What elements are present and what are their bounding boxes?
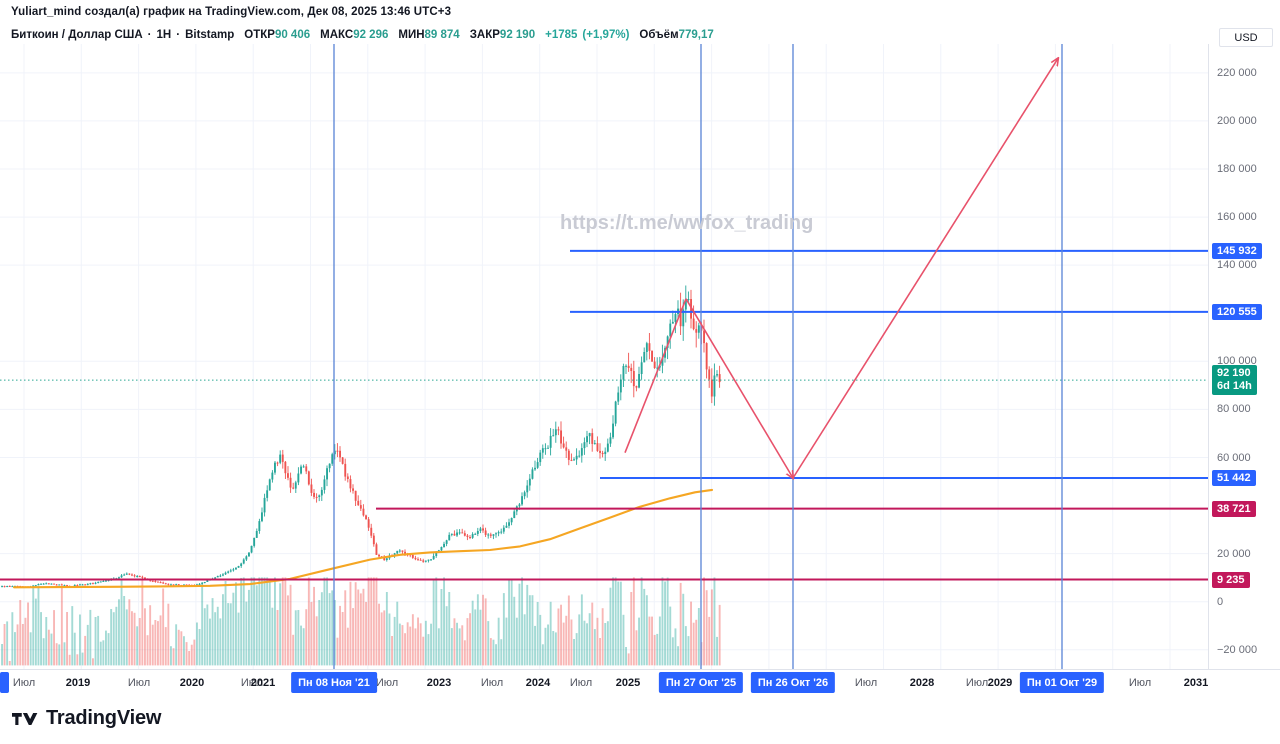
time-tick-Июл: Июл — [1128, 677, 1152, 689]
legend-high-label: МАКС — [320, 29, 354, 41]
price-tick-80000: 80 000 — [1217, 403, 1251, 416]
price-badge-value: 9 235 — [1217, 573, 1245, 586]
time-tick-Июл: Июл — [375, 677, 399, 689]
time-tick-2021: 2021 — [250, 677, 276, 689]
legend-change-pct: (+1,97%) — [582, 29, 630, 41]
price-badge-level-38721[interactable]: 38 721 — [1212, 500, 1256, 517]
date-marker-2026[interactable]: Пн 26 Окт '26 — [750, 672, 836, 693]
price-badge-countdown: 6d 14h — [1217, 380, 1252, 393]
legend-close-value: 92 190 — [499, 29, 536, 41]
price-badge-level-120555[interactable]: 120 555 — [1212, 303, 1262, 320]
currency-label[interactable]: USD — [1219, 28, 1273, 47]
projection-segment-rise — [624, 298, 687, 453]
tradingview-logo[interactable]: TradingView — [12, 707, 161, 730]
legend-low-value: 89 874 — [424, 29, 460, 41]
legend-change-abs: +1785 — [545, 29, 578, 41]
attribution-text: Yuliart_mind создал(а) график на Trading… — [11, 6, 452, 18]
price-tick-140000: 140 000 — [1217, 259, 1257, 272]
chart-legend: Биткоин / Доллар США · 1Н · Bitstamp ОТК… — [11, 29, 714, 41]
price-badge-value: 92 190 — [1217, 367, 1251, 380]
time-tick-2028: 2028 — [909, 677, 935, 689]
date-marker-2025[interactable]: Пн 27 Окт '25 — [658, 672, 744, 693]
price-badge-value: 51 442 — [1217, 472, 1251, 484]
price-tick-60000: 60 000 — [1217, 451, 1251, 464]
channel-watermark: https://t.me/wwfox_trading — [560, 212, 814, 234]
time-tick-Июл: Июл — [569, 677, 593, 689]
price-badge-last-price[interactable]: 92 190 6d 14h — [1212, 365, 1257, 396]
price-tick-0: 0 — [1217, 595, 1224, 608]
legend-open-label: ОТКР — [244, 29, 275, 41]
time-tick-Июл: Июл — [480, 677, 504, 689]
time-tick-Июл: Июл — [854, 677, 878, 689]
legend-low-label: МИН — [398, 29, 425, 41]
tradingview-wordmark: TradingView — [46, 707, 162, 729]
price-tick-160000: 160 000 — [1217, 211, 1257, 224]
price-badge-level-145932[interactable]: 145 932 — [1212, 242, 1262, 259]
legend-close-label: ЗАКР — [469, 29, 500, 41]
legend-symbol[interactable]: Биткоин / Доллар США — [11, 29, 143, 41]
price-tick-200000: 200 000 — [1217, 114, 1257, 127]
projection-segment-drop — [685, 298, 793, 478]
time-tick-Июл: Июл — [127, 677, 151, 689]
legend-high-value: 92 296 — [353, 29, 389, 41]
time-tick-2029: 2029 — [987, 677, 1013, 689]
time-tick-2020: 2020 — [179, 677, 205, 689]
legend-dot-1: · — [147, 29, 152, 41]
volume-series — [1, 577, 721, 666]
time-tick-2024: 2024 — [525, 677, 551, 689]
price-tick-180000: 180 000 — [1217, 163, 1257, 175]
candlestick-series — [1, 285, 721, 588]
time-axis[interactable]: Июл 2019 Июл 2020 Июл 2021 Июл 2023 Июл 2024 Июл 20… — [0, 669, 1280, 698]
time-tick-Июл: Июл — [965, 677, 989, 689]
price-badge-value: 120 555 — [1217, 305, 1257, 318]
time-axis-left-marker — [0, 672, 9, 693]
price-badge-value: 145 932 — [1217, 244, 1257, 257]
chart-canvas — [0, 44, 1208, 669]
footer-bar: TradingView — [0, 698, 1280, 744]
legend-dot-2: · — [176, 29, 181, 41]
date-marker-2021[interactable]: Пн 08 Ноя '21 — [291, 672, 377, 693]
price-tick--20000: −20 000 — [1217, 643, 1258, 656]
time-tick-Июл: Июл — [12, 677, 36, 689]
moving-average-line — [12, 488, 714, 589]
price-badge-level-9235[interactable]: 9 235 — [1212, 571, 1250, 588]
legend-volume-label: Объём — [639, 29, 679, 41]
price-badge-value: 38 721 — [1217, 502, 1251, 515]
time-tick-Июл: Июл — [240, 677, 264, 689]
time-tick-2031: 2031 — [1183, 677, 1209, 689]
time-tick-2023: 2023 — [426, 677, 452, 689]
time-tick-2025: 2025 — [615, 677, 641, 689]
legend-exchange[interactable]: Bitstamp — [185, 29, 235, 41]
price-axis[interactable]: USD 220 000 200 000 180 000 160 000 140 000 1… — [1208, 28, 1280, 669]
legend-volume-value: 779,17 — [678, 29, 714, 41]
price-tick-20000: 20 000 — [1217, 547, 1251, 560]
tradingview-mark-icon — [12, 712, 38, 725]
price-tick-100000: 100 000 — [1217, 355, 1257, 368]
price-tick-220000: 220 000 — [1217, 66, 1257, 79]
time-tick-2019: 2019 — [65, 677, 91, 689]
chart-plot-area[interactable]: https://t.me/wwfox_trading — [0, 44, 1208, 669]
legend-interval[interactable]: 1Н — [156, 29, 172, 41]
price-badge-level-51442[interactable]: 51 442 — [1212, 470, 1256, 486]
legend-open-value: 90 406 — [274, 29, 311, 41]
projection-segment-target — [792, 58, 1058, 479]
date-marker-2029[interactable]: Пн 01 Окт '29 — [1019, 672, 1105, 693]
